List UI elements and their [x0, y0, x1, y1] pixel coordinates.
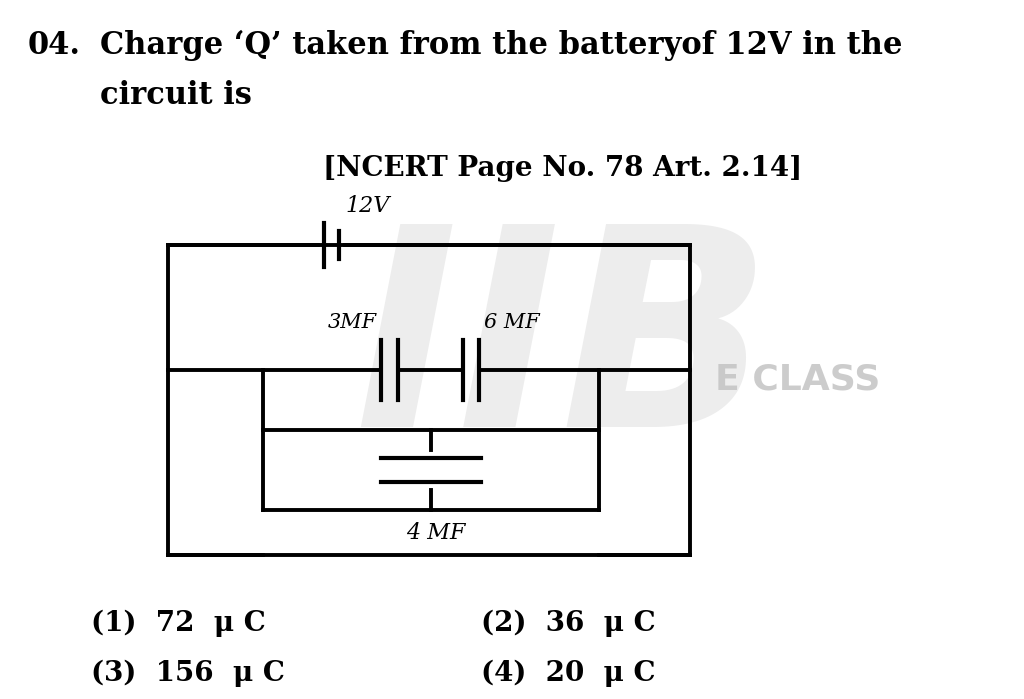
Text: 12V: 12V — [345, 195, 389, 217]
Text: circuit is: circuit is — [100, 80, 252, 111]
Text: (1)  72  μ C: (1) 72 μ C — [91, 610, 265, 637]
Text: (4)  20  μ C: (4) 20 μ C — [481, 660, 655, 687]
Text: 4 MF: 4 MF — [407, 522, 466, 544]
Text: 6 MF: 6 MF — [484, 313, 540, 332]
Text: (3)  156  μ C: (3) 156 μ C — [91, 660, 285, 687]
Text: IIB: IIB — [353, 215, 772, 485]
Text: E CLASS: E CLASS — [716, 363, 881, 397]
Text: 3MF: 3MF — [328, 313, 377, 332]
Text: Charge ‘Q’ taken from the batteryof 12V in the: Charge ‘Q’ taken from the batteryof 12V … — [100, 30, 902, 61]
Text: (2)  36  μ C: (2) 36 μ C — [481, 610, 656, 637]
Text: 04.: 04. — [28, 30, 80, 61]
Text: [NCERT Page No. 78 Art. 2.14]: [NCERT Page No. 78 Art. 2.14] — [324, 155, 803, 182]
